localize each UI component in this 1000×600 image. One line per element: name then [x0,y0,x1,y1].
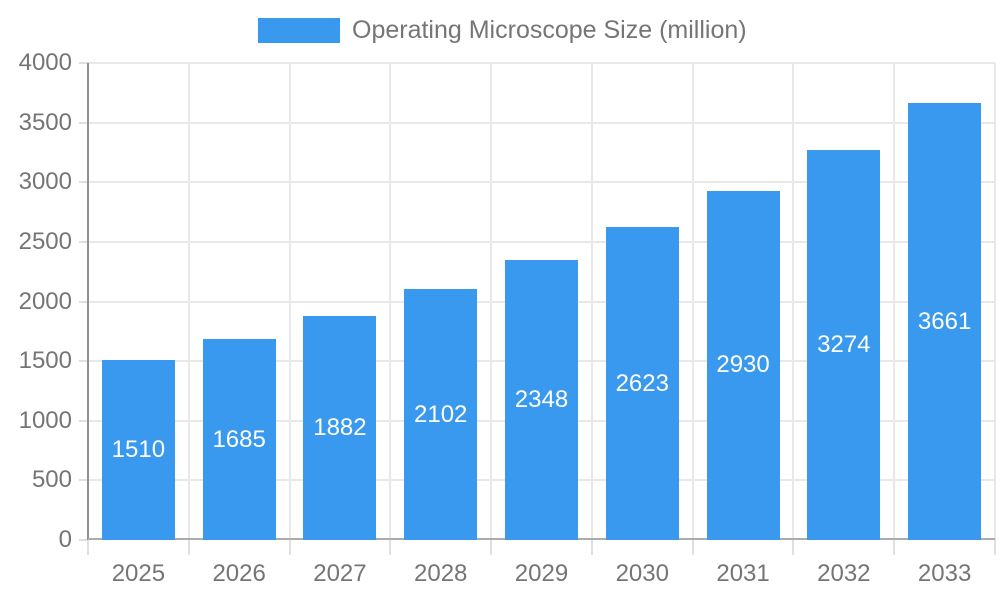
bar-value-label: 1882 [313,413,367,441]
y-axis-tick [79,419,88,422]
x-axis-label: 2029 [514,560,569,587]
y-axis-tick [79,240,88,243]
bar-value-label: 2623 [615,369,669,397]
bar-2027 [303,315,377,540]
x-axis-tick [87,540,89,555]
x-axis-tick [792,540,795,555]
grid-line-vertical [893,63,896,540]
grid-line-horizontal [88,121,995,124]
y-axis-tick [79,300,88,303]
y-axis-tick [79,539,88,541]
grid-line-horizontal [88,62,995,64]
y-axis-label: 500 [31,466,72,494]
bar-value-label: 2348 [514,386,569,413]
bar-value-label: 3661 [917,307,972,335]
bar-2028 [404,289,478,540]
x-axis-tick [691,540,694,555]
bar-2025 [101,359,175,540]
grid-line-horizontal [88,240,995,243]
x-axis-tick [389,540,392,555]
x-axis-tick [994,540,996,555]
y-axis-label: 3500 [18,108,72,136]
x-axis-label: 2031 [716,560,770,587]
x-axis-tick [288,540,291,555]
legend-item[interactable]: Operating Microscope Size (million) [258,16,747,44]
x-axis-label: 2026 [212,560,266,587]
grid-line-vertical [187,63,190,540]
y-axis-label: 2000 [18,287,72,315]
y-axis-label: 3000 [18,168,72,196]
y-axis-tick [79,479,88,482]
y-axis-label: 4000 [18,49,72,76]
y-axis-label: 1000 [18,406,72,434]
x-axis-label: 2032 [817,560,871,587]
bar-2032 [807,149,881,540]
legend-label: Operating Microscope Size (million) [352,16,747,44]
bar-value-label: 1510 [111,435,166,463]
y-axis-tick [79,121,88,124]
grid-line-vertical [389,63,392,540]
bar-value-label: 2102 [414,400,468,428]
x-axis-label: 2025 [111,560,166,587]
bar-2029 [505,260,578,540]
legend-swatch [258,17,340,43]
y-axis-tick [79,360,88,363]
x-axis-tick [490,540,493,555]
y-axis-label: 0 [58,526,72,553]
grid-line-vertical [288,63,291,540]
bar-value-label: 1685 [212,425,266,453]
grid-line-vertical [490,63,493,540]
bar-2031 [706,190,780,540]
y-axis-line [87,63,89,540]
grid-line-vertical [691,63,694,540]
bar-value-label: 2930 [716,351,770,379]
x-axis-label: 2030 [615,560,669,587]
x-axis-tick [590,540,593,555]
x-axis-label: 2033 [917,560,972,587]
y-axis-label: 2500 [18,227,72,255]
grid-line-horizontal [88,181,995,184]
y-axis-tick [79,181,88,184]
x-axis-label: 2028 [414,560,468,587]
grid-line-vertical [792,63,795,540]
bar-2030 [605,227,679,540]
grid-line-vertical [590,63,593,540]
bar-2026 [202,339,276,540]
bar-value-label: 3274 [817,330,871,358]
y-axis-label: 1500 [18,347,72,375]
bar-2033 [908,103,982,540]
x-axis-tick [187,540,190,555]
grid-line-vertical [994,63,996,540]
x-axis-label: 2027 [313,560,367,587]
x-axis-tick [893,540,896,555]
y-axis-tick [79,62,88,64]
